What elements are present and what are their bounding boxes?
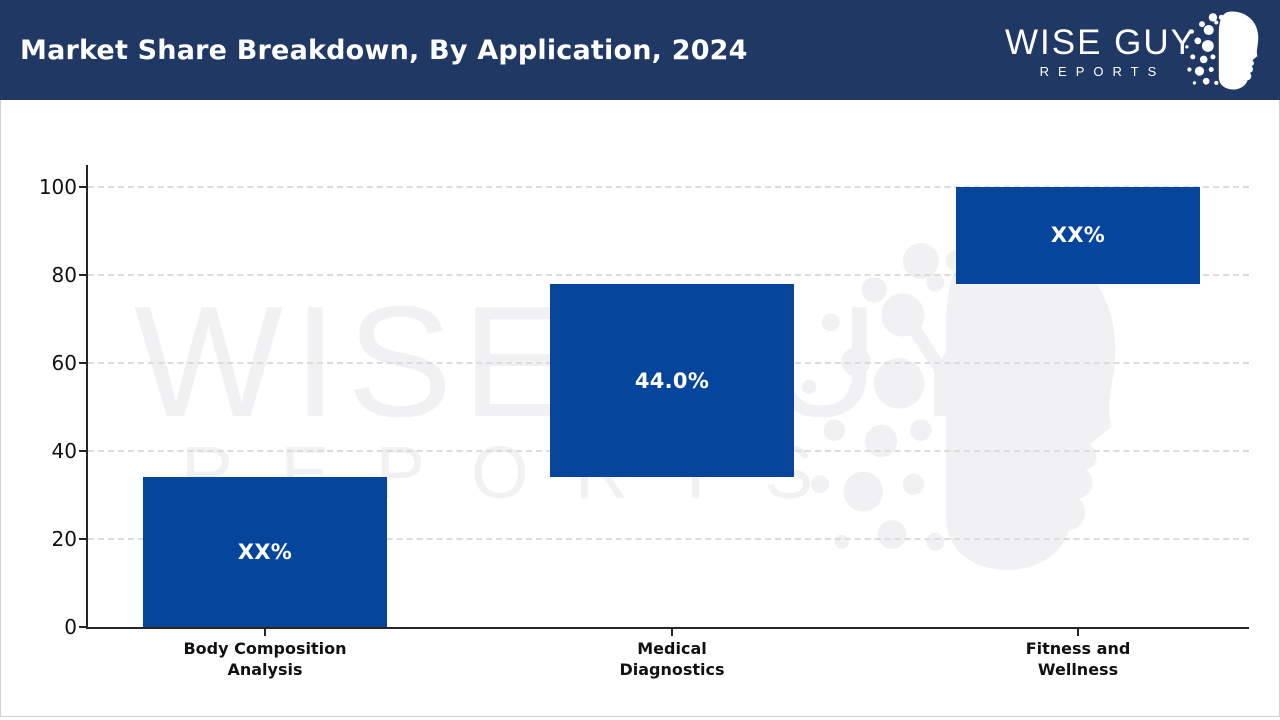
x-axis-category-label: Medical Diagnostics <box>619 639 725 679</box>
bar-value-label: XX% <box>1050 223 1106 248</box>
y-axis-tick-mark <box>79 538 86 540</box>
gridline <box>88 538 1249 540</box>
x-axis-category-label: Body Composition Analysis <box>183 639 347 679</box>
header-bar: Market Share Breakdown, By Application, … <box>0 0 1280 100</box>
bar: XX% <box>143 477 387 627</box>
y-axis-tick-label: 80 <box>51 263 77 287</box>
x-axis-tick-mark <box>264 629 266 636</box>
gridline <box>88 274 1249 276</box>
y-axis-tick-mark <box>79 186 86 188</box>
brand-logo-text: WISE GUY REPORTS <box>1004 22 1196 79</box>
bar-value-label: XX% <box>237 540 293 565</box>
y-axis-tick-mark <box>79 450 86 452</box>
brand-name: WISE GUY <box>1004 22 1196 62</box>
y-axis-tick-mark <box>79 626 86 628</box>
brand-logo: WISE GUY REPORTS <box>1005 8 1266 94</box>
bar-value-label: 44.0% <box>634 368 710 393</box>
y-axis-tick-label: 60 <box>51 351 77 375</box>
y-axis-tick-label: 20 <box>51 527 77 551</box>
x-axis-tick-mark <box>1077 629 1079 636</box>
brand-subtitle: REPORTS <box>1039 63 1166 79</box>
y-axis-tick-label: 40 <box>51 439 77 463</box>
x-axis-line <box>86 627 1249 629</box>
y-axis-tick-label: 100 <box>38 175 77 199</box>
x-axis-tick-mark <box>671 629 673 636</box>
y-axis-line <box>86 165 88 629</box>
y-axis-tick-label: 0 <box>64 615 77 639</box>
y-axis-tick-mark <box>79 274 86 276</box>
bar: XX% <box>956 187 1200 284</box>
gridline <box>88 186 1249 188</box>
y-axis-tick-mark <box>79 362 86 364</box>
bar: 44.0% <box>550 283 794 478</box>
x-axis-category-label: Fitness and Wellness <box>1025 639 1131 679</box>
page-title: Market Share Breakdown, By Application, … <box>20 34 748 66</box>
chart-area: WISE GUY REPORTS 0 20 40 60 80 100 XX% Body Com… <box>0 100 1280 717</box>
